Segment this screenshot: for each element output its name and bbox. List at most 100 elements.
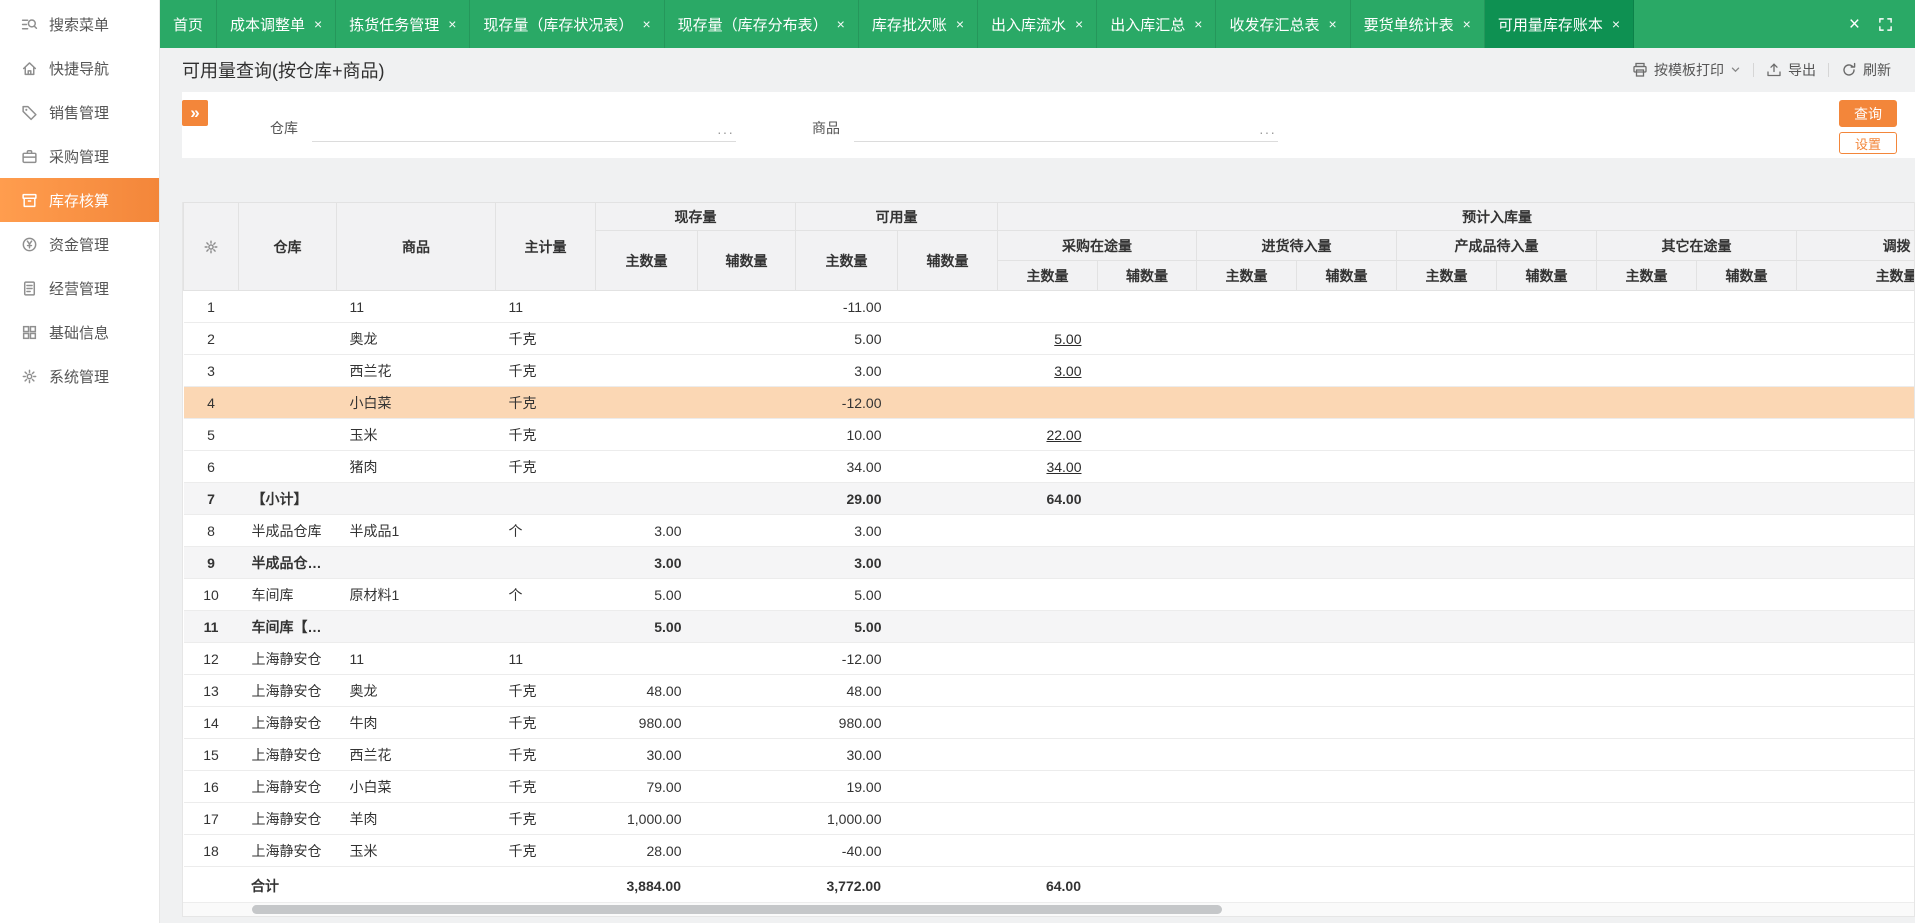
table-row[interactable]: 4 小白菜 千克 -12.00 (183, 386, 1914, 419)
col-onhand-main[interactable]: 主数量 (595, 230, 698, 291)
col-available-main[interactable]: 主数量 (795, 230, 898, 291)
tab-close-icon[interactable]: × (836, 16, 845, 32)
col-finished-main[interactable]: 主数量 (1396, 260, 1497, 291)
column-settings-button[interactable] (183, 202, 239, 291)
table-cell (336, 546, 496, 579)
sidebar-item-sales[interactable]: 销售管理 (0, 90, 159, 134)
col-warehouse[interactable]: 仓库 (238, 202, 337, 291)
table-row[interactable]: 3 西兰花 千克 3.00 3.00 (183, 354, 1914, 387)
table-row[interactable]: 15 上海静安仓 西兰花 千克 30.00 30.00 (183, 738, 1914, 771)
table-row[interactable]: 11 车间库【小... 5.00 5.00 (183, 610, 1914, 643)
col-purchase-aux[interactable]: 辅数量 (1097, 260, 1197, 291)
tab-close-icon[interactable]: × (1611, 16, 1621, 32)
tab[interactable]: 可用量库存账本 × (1484, 0, 1635, 48)
sidebar-item-inventory[interactable]: 库存核算 (0, 178, 159, 222)
col-unit[interactable]: 主计量 (495, 202, 596, 291)
col-onhand-aux[interactable]: 辅数量 (697, 230, 796, 291)
settings-button[interactable]: 设置 (1839, 132, 1897, 154)
tab-close-icon[interactable]: × (1462, 16, 1471, 32)
table-row[interactable]: 5 玉米 千克 10.00 22.00 (183, 418, 1914, 451)
table-row[interactable]: 6 猪肉 千克 34.00 34.00 (183, 450, 1914, 483)
product-picker-icon[interactable]: ··· (1259, 124, 1276, 140)
sidebar-item-quick-nav[interactable]: 快捷导航 (0, 46, 159, 90)
warehouse-input[interactable]: ··· (312, 116, 736, 142)
table-cell: 西兰花 (336, 354, 496, 387)
archive-box-icon (20, 191, 38, 209)
tab[interactable]: 要货单统计表 × (1351, 0, 1485, 48)
drilldown-link[interactable]: 22.00 (1046, 426, 1082, 443)
close-icon[interactable]: × (1848, 13, 1860, 35)
table-row[interactable]: 12 上海静安仓 11 11 -12.00 (183, 642, 1914, 675)
horizontal-scrollbar[interactable] (183, 902, 1914, 916)
table-cell (1097, 482, 1197, 515)
col-other-aux[interactable]: 辅数量 (1696, 260, 1797, 291)
table-row[interactable]: 8 半成品仓库 半成品1 个 3.00 3.00 (183, 514, 1914, 547)
table-cell: 上海静安仓 (238, 674, 337, 707)
col-available-aux[interactable]: 辅数量 (897, 230, 998, 291)
table-cell (1596, 834, 1697, 867)
table-row[interactable]: 17 上海静安仓 羊肉 千克 1,000.00 1,000.00 (183, 802, 1914, 835)
col-purchase-main[interactable]: 主数量 (997, 260, 1098, 291)
drilldown-link[interactable]: 34.00 (1046, 458, 1082, 475)
table-cell (1196, 706, 1297, 739)
table-row[interactable]: 2 奥龙 千克 5.00 5.00 (183, 322, 1914, 355)
col-other-main[interactable]: 主数量 (1596, 260, 1697, 291)
tab[interactable]: 现存量（库存分布表） × (665, 0, 859, 48)
tab-label: 要货单统计表 (1363, 16, 1454, 34)
print-by-template-button[interactable]: 按模板打印 (1632, 60, 1741, 80)
tab[interactable]: 出入库汇总 × (1097, 0, 1217, 48)
table-row[interactable]: 18 上海静安仓 玉米 千克 28.00 -40.00 (183, 834, 1914, 867)
product-input[interactable]: ··· (854, 116, 1278, 142)
table-row[interactable]: 13 上海静安仓 奥龙 千克 48.00 48.00 (183, 674, 1914, 707)
tab[interactable]: 收发存汇总表 × (1216, 0, 1351, 48)
query-button[interactable]: 查询 (1839, 100, 1897, 127)
col-finished-aux[interactable]: 辅数量 (1496, 260, 1597, 291)
table-row[interactable]: 16 上海静安仓 小白菜 千克 79.00 19.00 (183, 770, 1914, 803)
sidebar-item-base-info[interactable]: 基础信息 (0, 310, 159, 354)
table-row[interactable]: 10 车间库 原材料1 个 5.00 5.00 (183, 578, 1914, 611)
table-scroll-area[interactable]: 仓库 商品 主计量 现存量 可用量 预计入库量 主数量 辅数量 主数量 (183, 202, 1914, 870)
col-incoming-aux[interactable]: 辅数量 (1296, 260, 1397, 291)
fullscreen-icon[interactable] (1878, 17, 1893, 32)
tab-close-icon[interactable]: × (1194, 16, 1203, 32)
sidebar-item-search-menu[interactable]: 搜索菜单 (0, 2, 159, 46)
tab[interactable]: 现存量（库存状况表） × (470, 0, 665, 48)
col-transfer-main[interactable]: 主数量 (1795, 260, 1914, 291)
tab-close-icon[interactable]: × (314, 16, 323, 32)
col-product[interactable]: 商品 (336, 202, 496, 291)
table-row[interactable]: 1 11 11 -11.00 (183, 290, 1914, 323)
drilldown-link[interactable]: 5.00 (1054, 330, 1082, 347)
drilldown-link[interactable]: 3.00 (1054, 362, 1082, 379)
tab[interactable]: 库存批次账 × (859, 0, 979, 48)
tab-close-icon[interactable]: × (642, 16, 651, 32)
tab[interactable]: 成本调整单 × (217, 0, 337, 48)
table-cell (1596, 610, 1697, 643)
sidebar-item-purchase[interactable]: 采购管理 (0, 134, 159, 178)
tab-close-icon[interactable]: × (448, 16, 457, 32)
warehouse-picker-icon[interactable]: ··· (717, 124, 734, 140)
tab-close-icon[interactable]: × (1328, 16, 1337, 32)
table-row[interactable]: 9 半成品仓库... 3.00 3.00 (183, 546, 1914, 579)
tab-close-icon[interactable]: × (1075, 16, 1084, 32)
table-cell (1496, 738, 1597, 771)
tab-close-icon[interactable]: × (955, 16, 965, 32)
table-row[interactable]: 14 上海静安仓 牛肉 千克 980.00 980.00 (183, 706, 1914, 739)
sidebar-item-operations[interactable]: 经营管理 (0, 266, 159, 310)
tab[interactable]: 拣货任务管理 × (336, 0, 471, 48)
col-group-purchase: 采购在途量 (997, 230, 1197, 261)
table-row[interactable]: 7 【小计】 29.00 64.00 (183, 482, 1914, 515)
table-cell (238, 418, 337, 451)
table-cell (336, 610, 496, 643)
export-button[interactable]: 导出 (1766, 60, 1816, 80)
sidebar-item-system[interactable]: 系统管理 (0, 354, 159, 398)
expand-filter-button[interactable]: » (182, 100, 208, 126)
table-cell (1596, 578, 1697, 611)
sidebar-item-funds[interactable]: 资金管理 (0, 222, 159, 266)
refresh-button[interactable]: 刷新 (1841, 60, 1891, 80)
col-incoming-main[interactable]: 主数量 (1196, 260, 1297, 291)
tab[interactable]: 首页 (160, 0, 218, 48)
table-cell (697, 290, 796, 323)
tab[interactable]: 出入库流水 × (978, 0, 1098, 48)
table-cell (1496, 578, 1597, 611)
horizontal-scrollbar-thumb[interactable] (252, 905, 1222, 914)
